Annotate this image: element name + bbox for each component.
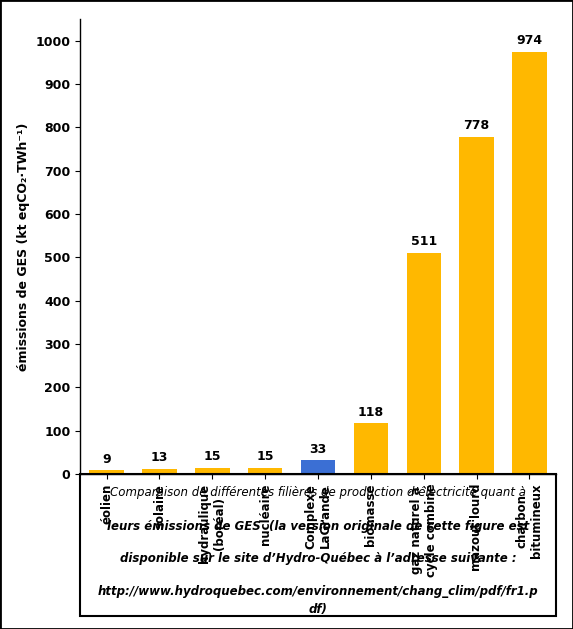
Text: 511: 511 [411, 235, 437, 248]
Bar [406, 253, 441, 474]
Text: df): df) [309, 603, 327, 616]
Bar [301, 460, 335, 474]
Bar [354, 423, 388, 474]
Text: 9: 9 [103, 453, 111, 466]
Text: disponible sur le site d’Hydro-Québec à l’adresse suivante :: disponible sur le site d’Hydro-Québec à … [120, 552, 516, 565]
Y-axis label: émissions de GES (kt eqCO₂·TWh⁻¹): émissions de GES (kt eqCO₂·TWh⁻¹) [17, 122, 30, 370]
Bar [512, 52, 547, 474]
Text: 15: 15 [203, 450, 221, 464]
Bar [89, 470, 124, 474]
Bar [142, 469, 176, 474]
Text: 33: 33 [309, 443, 327, 455]
Bar [195, 467, 230, 474]
Text: Comparaison de différentes filières de production d’électricité quant à: Comparaison de différentes filières de p… [110, 486, 526, 499]
Text: leurs émissions de GES  (la version originale de cette figure est: leurs émissions de GES (la version origi… [107, 520, 529, 533]
Bar [460, 137, 494, 474]
Text: 778: 778 [464, 120, 489, 133]
Text: 15: 15 [257, 450, 274, 464]
Bar [248, 467, 282, 474]
Text: 118: 118 [358, 406, 384, 419]
Text: 974: 974 [516, 35, 543, 47]
Text: 13: 13 [151, 451, 168, 464]
Text: http://www.hydroquebec.com/environnement/chang_clim/pdf/fr1.p: http://www.hydroquebec.com/environnement… [98, 585, 538, 598]
